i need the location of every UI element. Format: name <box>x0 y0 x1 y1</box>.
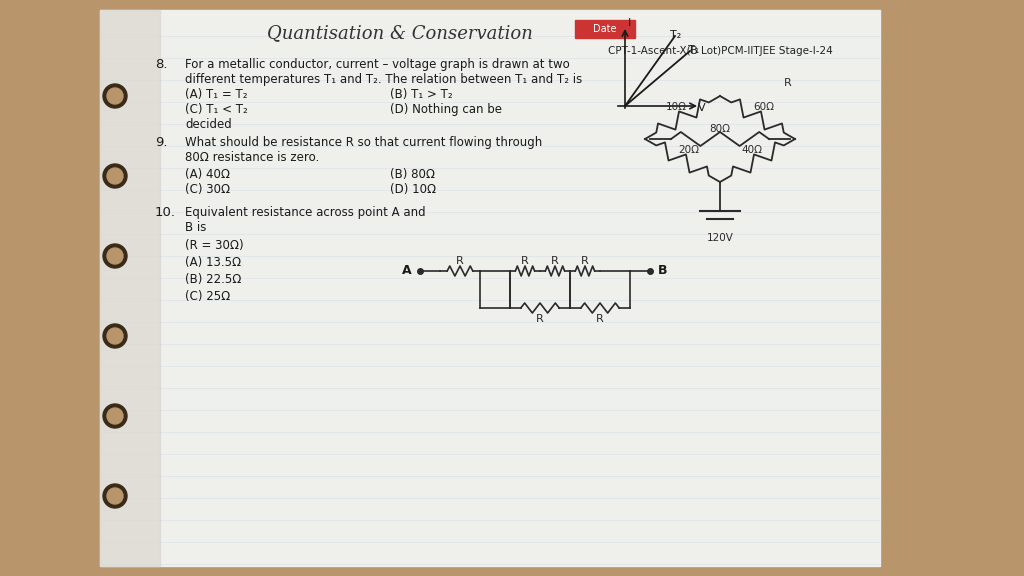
Text: different temperatures T₁ and T₂. The relation between T₁ and T₂ is: different temperatures T₁ and T₂. The re… <box>185 73 583 86</box>
Text: V: V <box>698 103 706 113</box>
Text: (C) 30Ω: (C) 30Ω <box>185 183 230 196</box>
Text: (B) T₁ > T₂: (B) T₁ > T₂ <box>390 88 453 101</box>
Circle shape <box>103 244 127 268</box>
Circle shape <box>106 168 123 184</box>
Circle shape <box>103 84 127 108</box>
Text: 20Ω: 20Ω <box>678 145 699 155</box>
Text: R: R <box>537 314 544 324</box>
Text: I: I <box>628 18 631 28</box>
Circle shape <box>106 88 123 104</box>
Text: 60Ω: 60Ω <box>753 102 774 112</box>
Text: (A) 40Ω: (A) 40Ω <box>185 168 230 181</box>
Text: decided: decided <box>185 118 231 131</box>
Circle shape <box>103 404 127 428</box>
Bar <box>100 10 160 566</box>
Circle shape <box>106 248 123 264</box>
Text: R: R <box>582 256 589 266</box>
Text: CPT-1-Ascent-X(B Lot)PCM-IITJEE Stage-I-24: CPT-1-Ascent-X(B Lot)PCM-IITJEE Stage-I-… <box>607 46 833 56</box>
Text: (A) 13.5Ω: (A) 13.5Ω <box>185 256 241 269</box>
Circle shape <box>106 488 123 504</box>
Text: R: R <box>551 256 559 266</box>
Text: B: B <box>658 264 668 278</box>
Text: R: R <box>456 256 464 266</box>
Text: 10Ω: 10Ω <box>666 102 687 112</box>
Circle shape <box>106 408 123 424</box>
Text: (D) Nothing can be: (D) Nothing can be <box>390 103 502 116</box>
Bar <box>100 10 880 566</box>
Text: (C) 25Ω: (C) 25Ω <box>185 290 230 303</box>
Text: (C) T₁ < T₂: (C) T₁ < T₂ <box>185 103 248 116</box>
Circle shape <box>103 164 127 188</box>
Text: R: R <box>784 78 792 88</box>
Text: T₂: T₂ <box>670 30 681 40</box>
Text: (B) 80Ω: (B) 80Ω <box>390 168 435 181</box>
Text: Equivalent resistance across point A and: Equivalent resistance across point A and <box>185 206 426 219</box>
Text: 40Ω: 40Ω <box>741 145 762 155</box>
Text: (R = 30Ω): (R = 30Ω) <box>185 239 244 252</box>
Text: R: R <box>596 314 604 324</box>
Text: T₁: T₁ <box>688 45 699 55</box>
Text: 8.: 8. <box>155 58 168 71</box>
Text: 120V: 120V <box>707 233 733 243</box>
Circle shape <box>103 484 127 508</box>
Text: Quantisation & Conservation: Quantisation & Conservation <box>267 24 532 42</box>
Text: What should be resistance R so that current flowing through: What should be resistance R so that curr… <box>185 136 543 149</box>
Circle shape <box>106 328 123 344</box>
Circle shape <box>103 324 127 348</box>
Text: Date: Date <box>593 24 616 34</box>
Text: 80Ω resistance is zero.: 80Ω resistance is zero. <box>185 151 319 164</box>
Text: 9.: 9. <box>155 136 168 149</box>
Text: (D) 10Ω: (D) 10Ω <box>390 183 436 196</box>
Text: 80Ω: 80Ω <box>710 124 730 134</box>
Text: For a metallic conductor, current – voltage graph is drawn at two: For a metallic conductor, current – volt… <box>185 58 569 71</box>
Text: A: A <box>402 264 412 278</box>
Text: R: R <box>521 256 528 266</box>
Text: (A) T₁ = T₂: (A) T₁ = T₂ <box>185 88 248 101</box>
Text: B is: B is <box>185 221 207 234</box>
Text: 10.: 10. <box>155 206 176 219</box>
Text: (B) 22.5Ω: (B) 22.5Ω <box>185 273 242 286</box>
Bar <box>575 20 635 38</box>
